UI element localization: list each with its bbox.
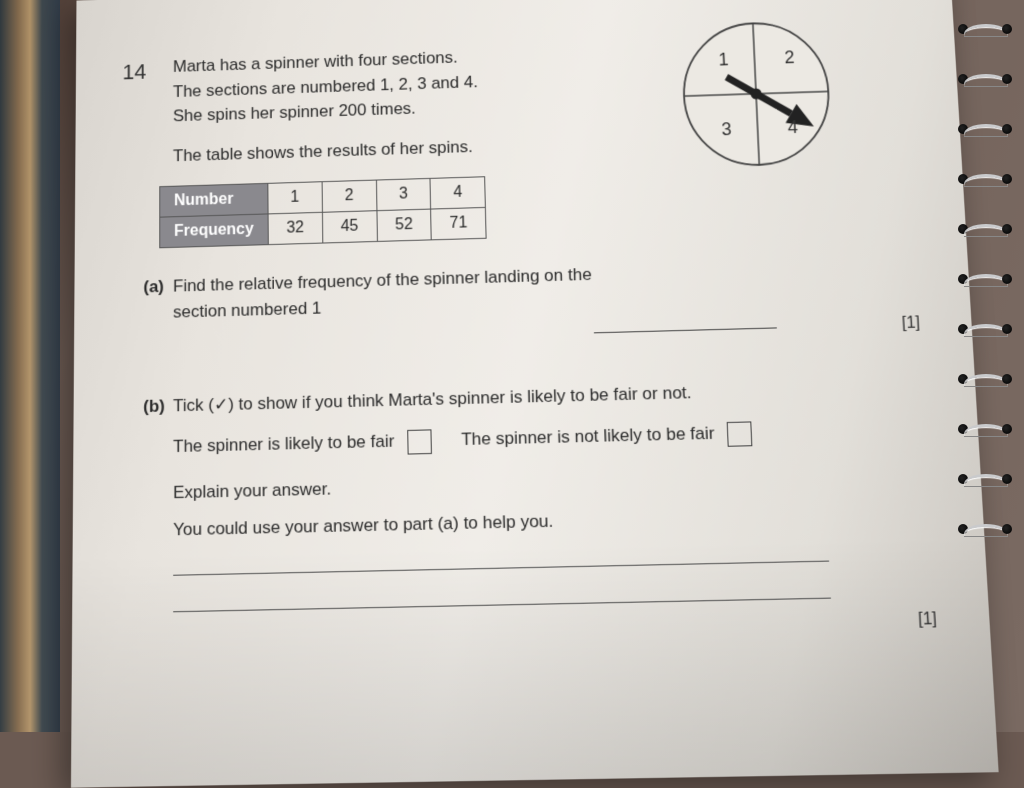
- binding-ring: [958, 270, 1014, 288]
- tick-options-row: The spinner is likely to be fair The spi…: [173, 416, 885, 461]
- table-header-number: Number: [160, 183, 268, 217]
- marks-b: [1]: [917, 607, 937, 634]
- intro-line-2: The sections are numbered 1, 2, 3 and 4.: [173, 72, 478, 100]
- answer-line-b1[interactable]: [173, 561, 829, 576]
- question-number: 14: [122, 59, 146, 85]
- table-cell: 1: [268, 181, 322, 213]
- answer-line-b2[interactable]: [173, 598, 831, 613]
- intro-line-3: She spins her spinner 200 times.: [173, 99, 416, 125]
- left-fabric-strip: [0, 0, 60, 732]
- spinner-label-4: 4: [787, 117, 798, 138]
- table-cell: 4: [430, 176, 485, 208]
- part-b-prompt: Tick (✓) to show if you think Marta's sp…: [173, 383, 692, 416]
- hint-text: You could use your answer to part (a) to…: [173, 500, 890, 544]
- answer-blank-a[interactable]: [594, 328, 777, 334]
- binding-ring: [958, 320, 1014, 338]
- spinner-diagram: 1 2 3 4: [673, 13, 840, 175]
- binding-ring: [958, 70, 1014, 88]
- checkbox-fair[interactable]: [407, 429, 432, 454]
- binding-ring: [958, 520, 1014, 538]
- binding-ring: [958, 120, 1014, 138]
- explain-prompt: Explain your answer.: [173, 462, 888, 506]
- binding-ring: [958, 20, 1014, 38]
- frequency-table: Number 1 2 3 4 Frequency 32 45 52 71: [159, 176, 486, 248]
- table-cell: 45: [322, 210, 377, 242]
- worksheet-page: 14 Marta has a spinner with four section…: [71, 0, 999, 788]
- table-cell: 2: [322, 180, 377, 212]
- table-header-frequency: Frequency: [160, 213, 268, 247]
- part-a-text-1: Find the relative frequency of the spinn…: [173, 264, 592, 295]
- spiral-binding: [960, 0, 1024, 732]
- binding-ring: [958, 170, 1014, 188]
- part-a-text-2: section numbered 1: [173, 298, 321, 321]
- option-notfair-label: The spinner is not likely to be fair: [461, 424, 715, 450]
- part-b: (b) Tick (✓) to show if you think Marta'…: [173, 375, 896, 649]
- binding-ring: [958, 370, 1014, 388]
- binding-ring: [958, 420, 1014, 438]
- intro-line-1: Marta has a spinner with four sections.: [173, 48, 458, 76]
- part-a: (a) Find the relative frequency of the s…: [173, 253, 880, 357]
- table-cell: 32: [268, 212, 323, 244]
- question-intro: Marta has a spinner with four sections. …: [173, 40, 597, 128]
- spinner-label-2: 2: [784, 47, 795, 68]
- spinner-label-1: 1: [718, 50, 729, 71]
- checkbox-not-fair[interactable]: [727, 421, 753, 446]
- option-fair-label: The spinner is likely to be fair: [173, 432, 394, 457]
- table-cell: 71: [431, 207, 486, 239]
- spinner-label-3: 3: [721, 119, 732, 140]
- table-cell: 3: [376, 178, 431, 210]
- marks-a: [1]: [901, 311, 921, 337]
- part-a-label: (a): [143, 273, 164, 300]
- table-cell: 52: [376, 209, 431, 241]
- binding-ring: [958, 220, 1014, 238]
- part-b-label: (b): [143, 393, 165, 420]
- binding-ring: [958, 470, 1014, 488]
